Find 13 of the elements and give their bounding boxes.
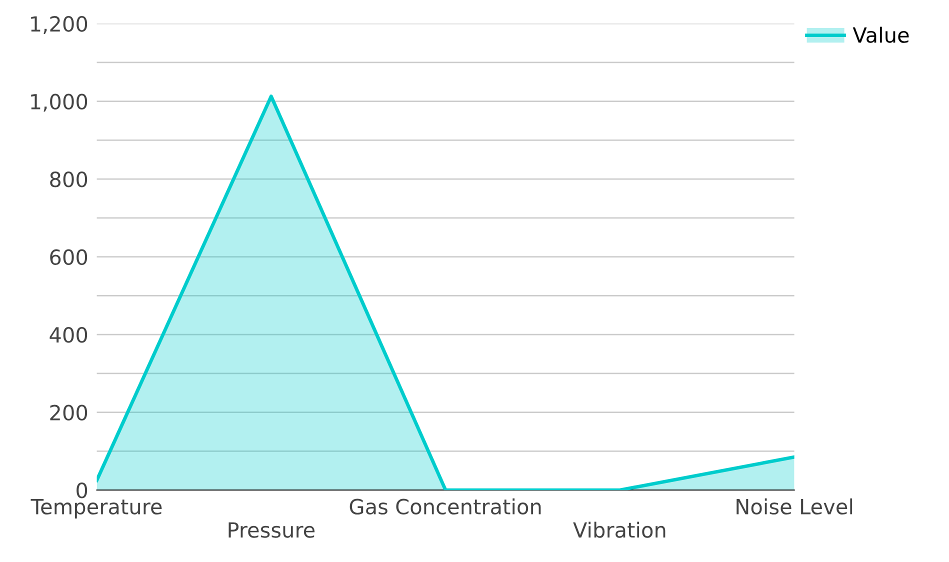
y-tick-label: 1,200 (31, 16, 88, 34)
x-tick-label: Pressure (228, 522, 315, 538)
y-tick-label: 0 (76, 482, 88, 498)
y-tick-label: 800 (50, 172, 88, 188)
y-tick-label: 600 (50, 249, 88, 266)
y-tick-label: 200 (50, 404, 88, 421)
y-tick-label: 400 (50, 327, 88, 343)
x-tick-label: Noise Level (736, 498, 852, 515)
x-tick-label: Gas Concentration (350, 498, 541, 515)
x-tick-label: Vibration (573, 522, 666, 538)
x-tick-label: Temperature (30, 499, 162, 519)
y-tick-label: 1,000 (31, 94, 88, 112)
legend-label: Value (852, 26, 909, 43)
